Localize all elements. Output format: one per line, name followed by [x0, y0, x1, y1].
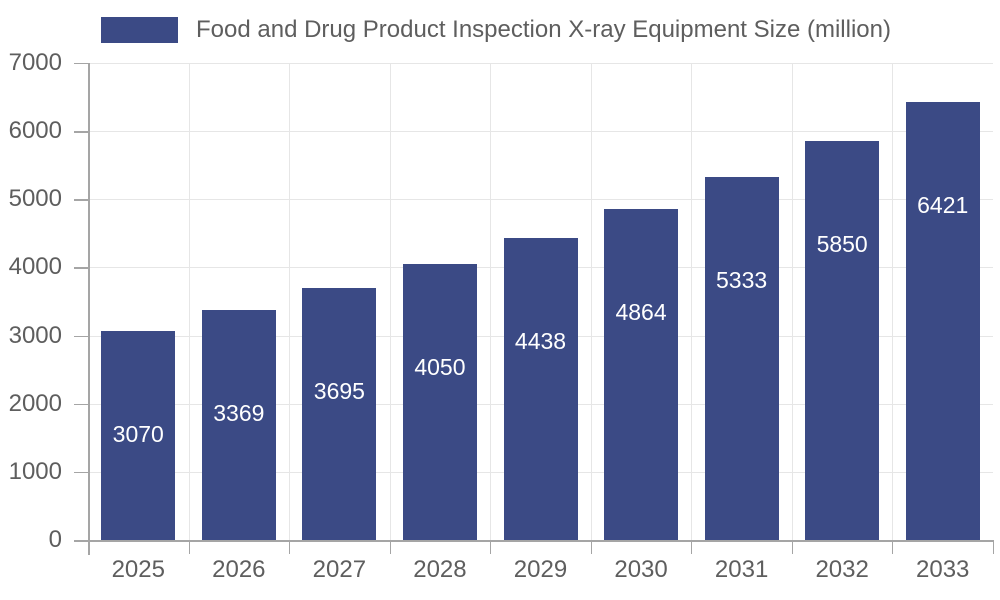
bar[interactable]: 5850 — [805, 141, 880, 540]
y-axis-tick — [74, 403, 88, 406]
y-axis-tick-label: 0 — [48, 526, 62, 553]
y-axis-tick-label: 3000 — [8, 321, 62, 349]
x-axis-tick-label: 2025 — [111, 556, 165, 583]
x-axis-tick-label: 2033 — [916, 556, 970, 583]
y-axis-tick — [74, 63, 88, 65]
x-axis-tick — [591, 540, 593, 554]
legend-swatch-icon — [101, 17, 178, 43]
plot-area: 3070 3369 3695 4050 4438 4864 5333 5850 6421 — [88, 63, 993, 541]
bar-value-label: 6421 — [917, 192, 969, 219]
gridline-vertical — [490, 63, 491, 540]
gridline-vertical — [792, 63, 793, 540]
x-axis-tick — [691, 540, 693, 554]
gridline-vertical — [892, 63, 893, 540]
bar-value-label: 4864 — [615, 298, 667, 325]
y-axis-tick — [74, 199, 88, 201]
y-axis-tick — [74, 471, 88, 474]
bar[interactable]: 4864 — [604, 208, 679, 540]
gridline-vertical — [591, 63, 592, 540]
y-axis-tick-label: 5000 — [8, 185, 62, 213]
y-axis-tick-label: 1000 — [8, 457, 62, 485]
bar[interactable]: 4050 — [402, 264, 477, 540]
chart-legend: Food and Drug Product Inspection X-ray E… — [101, 14, 891, 46]
gridline-horizontal — [88, 131, 993, 133]
x-axis-tick — [892, 540, 894, 554]
y-axis-tick-label: 7000 — [8, 49, 62, 76]
y-axis-tick — [74, 335, 88, 337]
x-axis-tick — [490, 540, 492, 554]
gridline-vertical — [691, 63, 692, 540]
x-axis-tick-label: 2027 — [312, 556, 367, 583]
x-axis-tick-label: 2029 — [513, 556, 568, 583]
y-axis-tick-label: 4000 — [8, 253, 62, 281]
y-axis-tick — [74, 267, 88, 269]
x-axis-tick — [390, 540, 392, 554]
y-axis-tick — [74, 540, 88, 542]
x-axis-tick-label: 2032 — [815, 556, 869, 583]
gridline-vertical — [289, 63, 290, 540]
x-axis-tick — [993, 540, 995, 554]
y-axis-tick-label: 6000 — [8, 117, 62, 145]
bar-value-label: 4050 — [414, 354, 466, 381]
gridline-vertical — [390, 63, 391, 540]
bar-value-label: 4438 — [514, 327, 567, 354]
legend-label: Food and Drug Product Inspection X-ray E… — [196, 16, 891, 43]
x-axis-line — [74, 540, 993, 542]
gridline-horizontal — [88, 63, 993, 64]
bar[interactable]: 3695 — [302, 288, 377, 540]
x-axis-tick — [88, 540, 90, 554]
bar[interactable]: 3369 — [201, 310, 276, 540]
bar-value-label: 5850 — [816, 231, 868, 258]
bar[interactable]: 5333 — [704, 176, 779, 540]
gridline-vertical — [189, 63, 190, 540]
x-axis-tick-label: 2030 — [614, 556, 668, 583]
bar[interactable]: 4438 — [503, 237, 578, 540]
x-axis-tick — [792, 540, 794, 554]
x-axis-tick-label: 2026 — [212, 556, 266, 583]
bar-value-label: 5333 — [716, 266, 768, 293]
x-axis-tick — [289, 540, 291, 554]
x-axis-tick — [189, 540, 191, 554]
x-axis-tick-label: 2028 — [413, 556, 467, 583]
bar[interactable]: 3070 — [101, 330, 176, 540]
y-axis-tick — [74, 131, 88, 133]
x-axis-tick-label: 2031 — [714, 556, 769, 583]
y-axis-tick-label: 2000 — [8, 389, 62, 417]
bar[interactable]: 6421 — [905, 102, 980, 540]
bar-value-label: 3695 — [313, 378, 365, 405]
gridline-horizontal — [88, 199, 993, 201]
y-axis-line — [88, 63, 90, 555]
bar-value-label: 3070 — [112, 420, 164, 447]
bar-value-label: 3369 — [213, 400, 265, 427]
